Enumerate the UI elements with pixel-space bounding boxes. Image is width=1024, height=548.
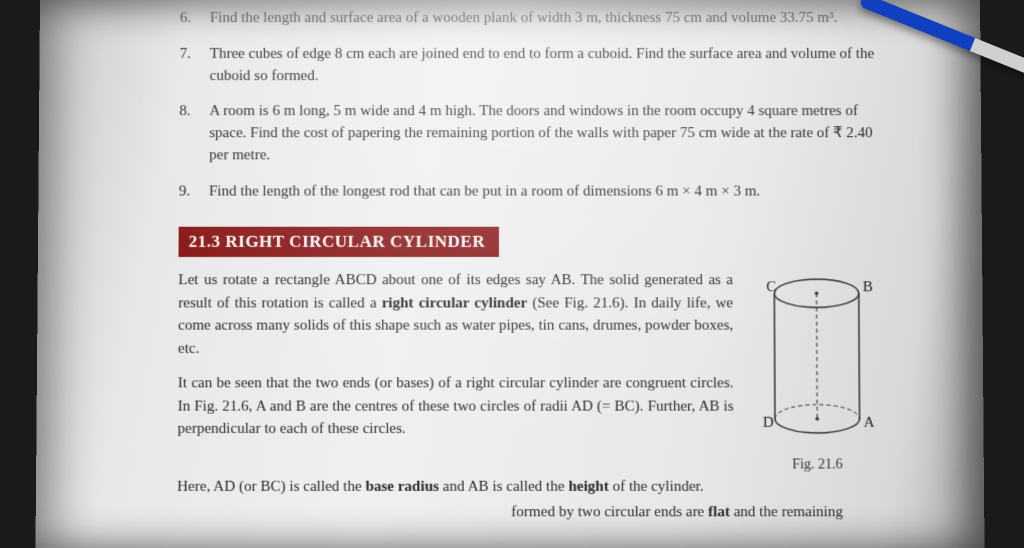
question-text: Three cubes of edge 8 cm each are joined…: [210, 44, 881, 88]
section-heading: 21.3 RIGHT CIRCULAR CYLINDER: [179, 227, 500, 257]
label-B: B: [863, 279, 873, 295]
question-text: Find the length and surface area of a wo…: [210, 8, 880, 30]
question-number: 8.: [179, 101, 209, 167]
label-C: C: [766, 279, 776, 295]
question-number: 9.: [179, 181, 209, 203]
question-7: 7. Three cubes of edge 8 cm each are joi…: [179, 44, 880, 88]
textbook-page: 6. Find the length and surface area of a…: [35, 0, 984, 548]
paragraph-2: It can be seen that the two ends (or bas…: [177, 372, 733, 440]
figure-column: C B D A Fig. 21.6: [751, 269, 883, 474]
text-column: Let us rotate a rectangle ABCD about one…: [177, 269, 734, 474]
paragraph-4-partial: formed by two circular ends are flat and…: [177, 501, 883, 524]
question-8: 8. A room is 6 m long, 5 m wide and 4 m …: [179, 101, 881, 167]
question-number: 7.: [179, 44, 209, 88]
label-D: D: [763, 415, 774, 431]
content-columns: Let us rotate a rectangle ABCD about one…: [177, 269, 883, 474]
question-9: 9. Find the length of the longest rod th…: [179, 181, 881, 203]
label-A: A: [864, 415, 875, 431]
paragraph-1: Let us rotate a rectangle ABCD about one…: [178, 269, 733, 360]
figure-caption: Fig. 21.6: [752, 458, 883, 474]
cylinder-figure: C B D A: [756, 269, 878, 446]
question-text: Find the length of the longest rod that …: [209, 181, 881, 203]
question-number: 6.: [180, 8, 210, 30]
question-6: 6. Find the length and surface area of a…: [180, 8, 880, 30]
paragraph-3: Here, AD (or BC) is called the base radi…: [177, 476, 883, 499]
question-text: A room is 6 m long, 5 m wide and 4 m hig…: [209, 101, 881, 167]
